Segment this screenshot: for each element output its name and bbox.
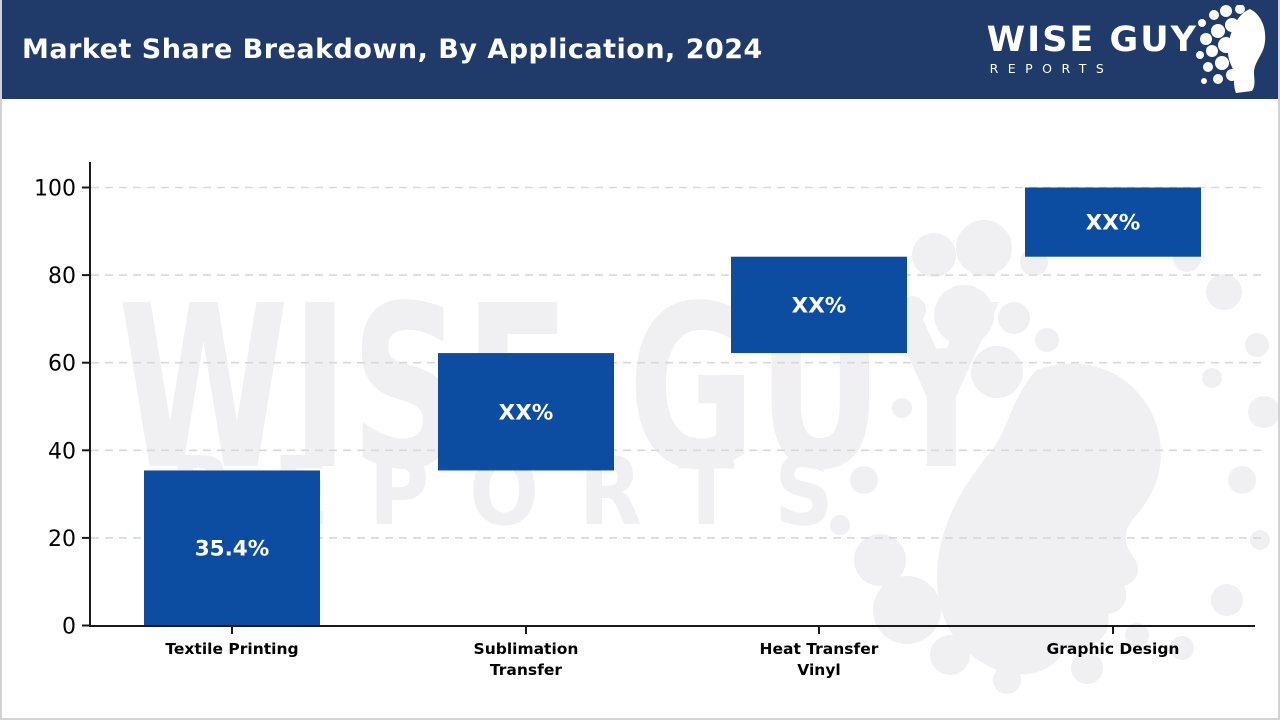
y-tick-label: 60 — [48, 352, 76, 377]
bar — [731, 256, 907, 354]
bar-value-label: XX% — [1086, 211, 1141, 236]
bars: 35.4% XX% XX% XX% — [144, 187, 1201, 626]
y-tick-label: 20 — [48, 527, 76, 552]
y-tick-label: 80 — [48, 264, 76, 289]
bar — [1025, 187, 1201, 257]
category-label: Heat Transfer — [760, 640, 879, 658]
bar-value-label: XX% — [499, 400, 554, 425]
bar-value-label: XX% — [792, 293, 847, 318]
logo-text: WISE GUY REPORTS — [986, 20, 1198, 77]
x-axis-labels: Textile Printing Sublimation Transfer Heat … — [165, 640, 1179, 679]
category-label: Graphic Design — [1047, 640, 1180, 658]
category-label: Sublimation — [474, 640, 579, 658]
y-tick-label: 40 — [48, 439, 76, 464]
y-tick-label: 100 — [34, 177, 76, 202]
bar — [144, 470, 320, 626]
wiseguy-logo: WISE GUY REPORTS — [986, 4, 1266, 95]
logo-wiseguy-label: WISE GUY — [986, 20, 1198, 60]
y-tick-label: 0 — [62, 615, 76, 640]
logo-face-icon — [1196, 4, 1266, 93]
category-label: Transfer — [490, 661, 562, 679]
bar-value-label: 35.4% — [195, 536, 270, 561]
category-label: Textile Printing — [165, 640, 298, 658]
y-axis-labels: 0 20 40 60 80 100 — [34, 177, 76, 640]
category-label: Vinyl — [797, 661, 841, 679]
bar — [438, 353, 614, 471]
header-banner: Market Share Breakdown, By Application, … — [2, 0, 1278, 99]
logo-reports-label: REPORTS — [989, 61, 1114, 76]
page-title: Market Share Breakdown, By Application, … — [22, 34, 763, 65]
